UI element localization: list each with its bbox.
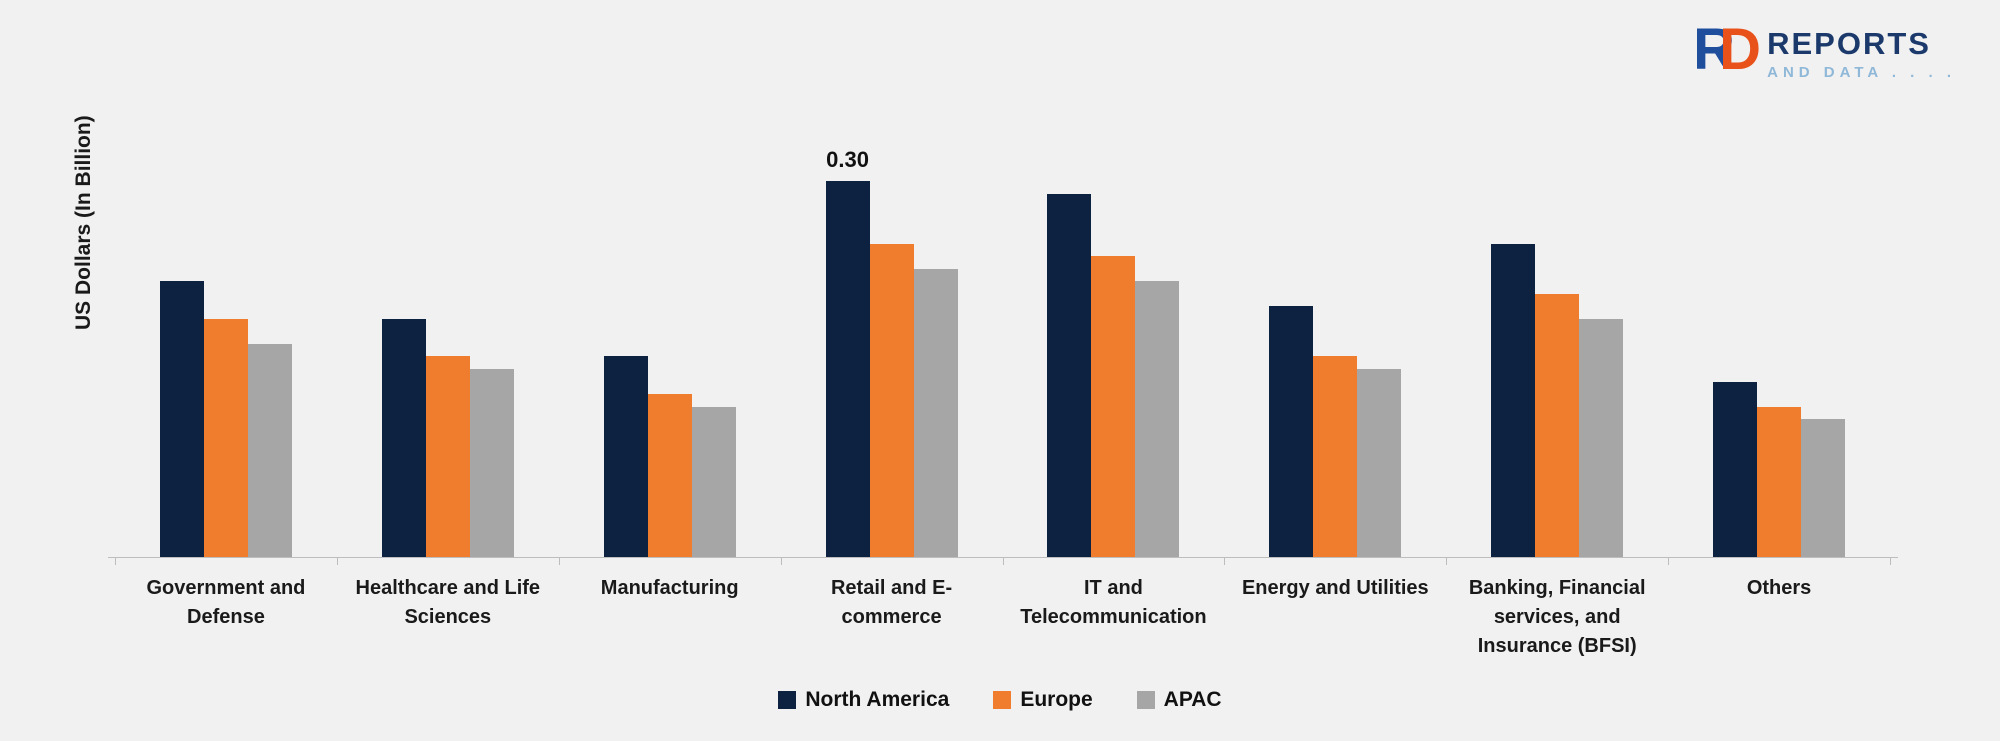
logo-text: REPORTS AND DATA . . . . xyxy=(1767,26,1956,81)
reports-and-data-logo: R D REPORTS AND DATA . . . . xyxy=(1693,21,1956,82)
bar-group xyxy=(559,156,781,557)
legend-item-europe: Europe xyxy=(993,688,1093,712)
bar-apac xyxy=(691,407,736,557)
category-label: Others xyxy=(1746,577,1812,599)
bar-europe xyxy=(647,394,692,557)
bar-europe xyxy=(869,244,914,557)
logo-rd-icon: R D xyxy=(1693,21,1761,82)
bar-europe xyxy=(1535,294,1580,557)
category-label: Healthcare and Life Sciences xyxy=(355,577,541,628)
plot-area: 0.30 xyxy=(115,147,1890,557)
bar-group xyxy=(1668,156,1890,557)
bar-north-america xyxy=(603,356,648,557)
bar-group: 0.30 xyxy=(781,147,1003,557)
bar-europe xyxy=(1091,256,1136,557)
bar-north-america xyxy=(159,281,204,557)
category-label: Energy and Utilities xyxy=(1241,577,1429,599)
bar-europe xyxy=(203,319,248,557)
bar-north-america xyxy=(381,319,426,557)
axis-tick xyxy=(115,557,116,565)
legend-swatch-icon xyxy=(993,691,1012,709)
legend-label: North America xyxy=(805,688,950,711)
bar-apac xyxy=(247,344,292,557)
bar-north-america xyxy=(1713,382,1758,557)
bar-group xyxy=(115,156,337,557)
bar-group xyxy=(1224,156,1446,557)
logo-title: REPORTS xyxy=(1767,26,1931,61)
legend-swatch-icon xyxy=(778,691,797,709)
legend-item-north-america: North America xyxy=(778,688,949,712)
bar-apac xyxy=(913,269,958,557)
category-label: IT and Telecommunication xyxy=(1020,577,1207,628)
category-label: Government and Defense xyxy=(146,577,306,628)
legend: North America Europe APAC xyxy=(0,688,2000,712)
legend-item-apac: APAC xyxy=(1136,688,1222,712)
axis-tick xyxy=(337,557,338,565)
bar-north-america xyxy=(1491,244,1536,557)
bar-apac xyxy=(469,369,514,557)
axis-tick xyxy=(559,557,560,565)
bar-north-america: 0.30 xyxy=(825,147,870,557)
category-labels: Government and Defense Healthcare and Lif… xyxy=(115,574,1890,661)
category-label: Manufacturing xyxy=(600,577,739,599)
bar-north-america xyxy=(1269,306,1314,557)
logo-subtitle: AND DATA . . . . xyxy=(1767,63,1956,81)
bar-apac xyxy=(1357,369,1402,557)
axis-tick xyxy=(1003,557,1004,565)
logo-letter-d: D xyxy=(1719,17,1761,82)
axis-tick xyxy=(1446,557,1447,565)
axis-tick xyxy=(1668,557,1669,565)
axis-tick xyxy=(781,557,782,565)
axis-tick xyxy=(1224,557,1225,565)
category-label: Retail and E-commerce xyxy=(830,577,953,628)
legend-label: Europe xyxy=(1020,688,1093,711)
bar-apac xyxy=(1135,281,1180,557)
bar-north-america xyxy=(1047,194,1092,557)
bar-europe xyxy=(425,356,470,557)
category-label: Banking, Financial services, and Insuran… xyxy=(1468,577,1646,657)
axis-tick xyxy=(1890,557,1891,565)
logo-letter-r: R xyxy=(1693,17,1735,82)
legend-swatch-icon xyxy=(1136,691,1155,709)
legend-label: APAC xyxy=(1163,688,1222,711)
bar-group xyxy=(1003,156,1225,557)
bar-europe xyxy=(1757,407,1802,557)
y-axis-label: US Dollars (In Billion) xyxy=(72,115,95,330)
bar-europe xyxy=(1313,356,1358,557)
bar-apac xyxy=(1801,419,1846,557)
bar-value-label: 0.30 xyxy=(826,147,869,172)
bar-group xyxy=(1446,156,1668,557)
bar-group xyxy=(337,156,559,557)
bar-apac xyxy=(1579,319,1624,557)
